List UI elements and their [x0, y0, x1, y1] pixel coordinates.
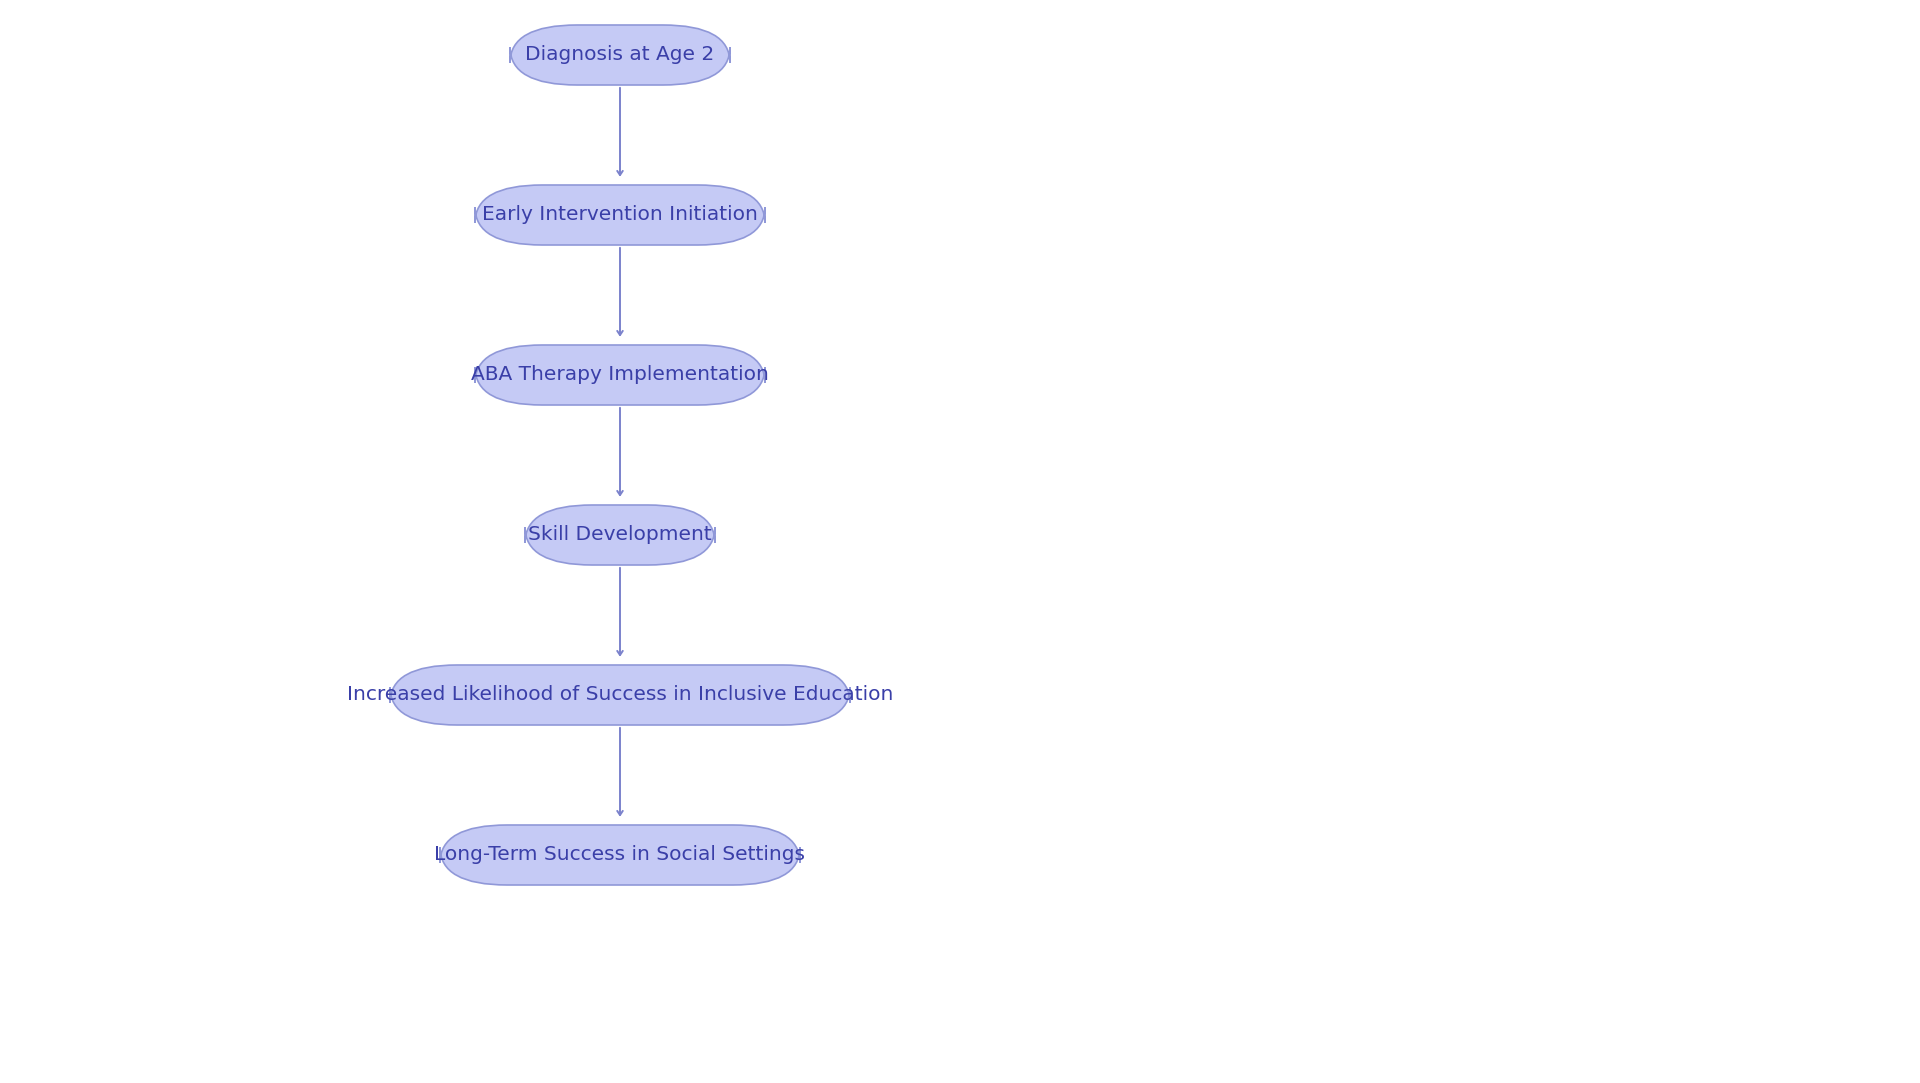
FancyBboxPatch shape: [511, 25, 730, 84]
Text: Long-Term Success in Social Settings: Long-Term Success in Social Settings: [434, 846, 806, 864]
FancyBboxPatch shape: [390, 665, 851, 725]
FancyBboxPatch shape: [524, 505, 714, 565]
FancyBboxPatch shape: [474, 345, 764, 405]
FancyBboxPatch shape: [474, 185, 764, 245]
FancyBboxPatch shape: [440, 825, 801, 885]
Text: Early Intervention Initiation: Early Intervention Initiation: [482, 206, 758, 224]
Text: Increased Likelihood of Success in Inclusive Education: Increased Likelihood of Success in Inclu…: [348, 686, 893, 705]
Text: ABA Therapy Implementation: ABA Therapy Implementation: [470, 365, 768, 384]
Text: Diagnosis at Age 2: Diagnosis at Age 2: [526, 45, 714, 65]
Text: Skill Development: Skill Development: [528, 525, 712, 545]
